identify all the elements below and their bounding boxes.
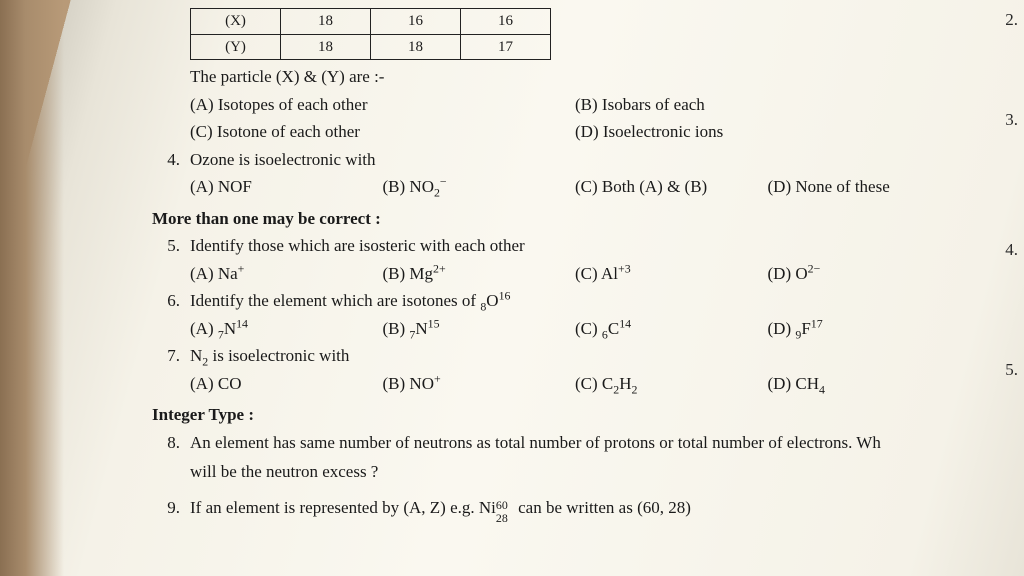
q-number: 6. — [152, 288, 180, 314]
option-c: (C) Both (A) & (B) — [575, 174, 768, 200]
table-row: (X) 18 16 16 — [191, 9, 551, 35]
option-a: (A) Na+ — [190, 261, 383, 287]
cell: 18 — [281, 34, 371, 60]
option-b: (B) NO2− — [383, 174, 576, 200]
options-row: (A) 7N14 (B) 7N15 (C) 6C14 (D) 9F17 — [190, 316, 960, 342]
margin-num: 5. — [1005, 360, 1018, 380]
question-stem: The particle (X) & (Y) are :- — [190, 64, 960, 90]
options-row: (A) Na+ (B) Mg2+ (C) Al+3 (D) O2− — [190, 261, 960, 287]
q-text: If an element is represented by (A, Z) e… — [190, 495, 960, 521]
section-heading: More than one may be correct : — [152, 206, 960, 232]
option-b: (B) NO+ — [383, 371, 576, 397]
options-row: (A) Isotopes of each other (B) Isobars o… — [190, 92, 960, 118]
section-heading: Integer Type : — [152, 402, 960, 428]
q-text: An element has same number of neutrons a… — [190, 430, 960, 456]
q-number: 9. — [152, 495, 180, 521]
question-7: 7. N2 is isoelectronic with — [80, 343, 960, 369]
question-4: 4. Ozone is isoelectronic with — [80, 147, 960, 173]
option-d: (D) CH4 — [768, 371, 961, 397]
q-number: 7. — [152, 343, 180, 369]
option-c: (C) Al+3 — [575, 261, 768, 287]
q-text-cont: will be the neutron excess ? — [190, 459, 960, 485]
margin-num: 3. — [1005, 110, 1018, 130]
q-number: 5. — [152, 233, 180, 259]
option-d: (D) O2− — [768, 261, 961, 287]
cell: (Y) — [191, 34, 281, 60]
q-text: Ozone is isoelectronic with — [190, 147, 960, 173]
cell: 16 — [461, 9, 551, 35]
q-number: 4. — [152, 147, 180, 173]
option-a: (A) 7N14 — [190, 316, 383, 342]
question-9: 9. If an element is represented by (A, Z… — [80, 495, 960, 521]
question-8: 8. An element has same number of neutron… — [80, 430, 960, 456]
option-b: (B) 7N15 — [383, 316, 576, 342]
margin-num: 2. — [1005, 10, 1018, 30]
option-b: (B) Isobars of each — [575, 92, 960, 118]
cell: (X) — [191, 9, 281, 35]
options-row: (A) CO (B) NO+ (C) C2H2 (D) CH4 — [190, 371, 960, 397]
textbook-page: (X) 18 16 16 (Y) 18 18 17 The particle (… — [80, 0, 960, 576]
options-row: (C) Isotone of each other (D) Isoelectro… — [190, 119, 960, 145]
option-d: (D) Isoelectronic ions — [575, 119, 960, 145]
option-a: (A) NOF — [190, 174, 383, 200]
option-c: (C) 6C14 — [575, 316, 768, 342]
q-number: 8. — [152, 430, 180, 456]
option-b: (B) Mg2+ — [383, 261, 576, 287]
question-6: 6. Identify the element which are isoton… — [80, 288, 960, 314]
margin-num: 4. — [1005, 240, 1018, 260]
q-text: Identify those which are isosteric with … — [190, 233, 960, 259]
option-d: (D) None of these — [768, 174, 961, 200]
question-5: 5. Identify those which are isosteric wi… — [80, 233, 960, 259]
data-table: (X) 18 16 16 (Y) 18 18 17 — [190, 8, 551, 60]
cell: 18 — [281, 9, 371, 35]
option-a: (A) CO — [190, 371, 383, 397]
cell: 18 — [371, 34, 461, 60]
page-shadow — [0, 0, 64, 576]
option-d: (D) 9F17 — [768, 316, 961, 342]
q-text: N2 is isoelectronic with — [190, 343, 960, 369]
option-a: (A) Isotopes of each other — [190, 92, 575, 118]
q-text: Identify the element which are isotones … — [190, 288, 960, 314]
table-row: (Y) 18 18 17 — [191, 34, 551, 60]
right-margin-numbers: 2. 3. 4. 5. — [980, 0, 1024, 576]
options-row: (A) NOF (B) NO2− (C) Both (A) & (B) (D) … — [190, 174, 960, 200]
option-c: (C) Isotone of each other — [190, 119, 575, 145]
option-c: (C) C2H2 — [575, 371, 768, 397]
cell: 17 — [461, 34, 551, 60]
cell: 16 — [371, 9, 461, 35]
